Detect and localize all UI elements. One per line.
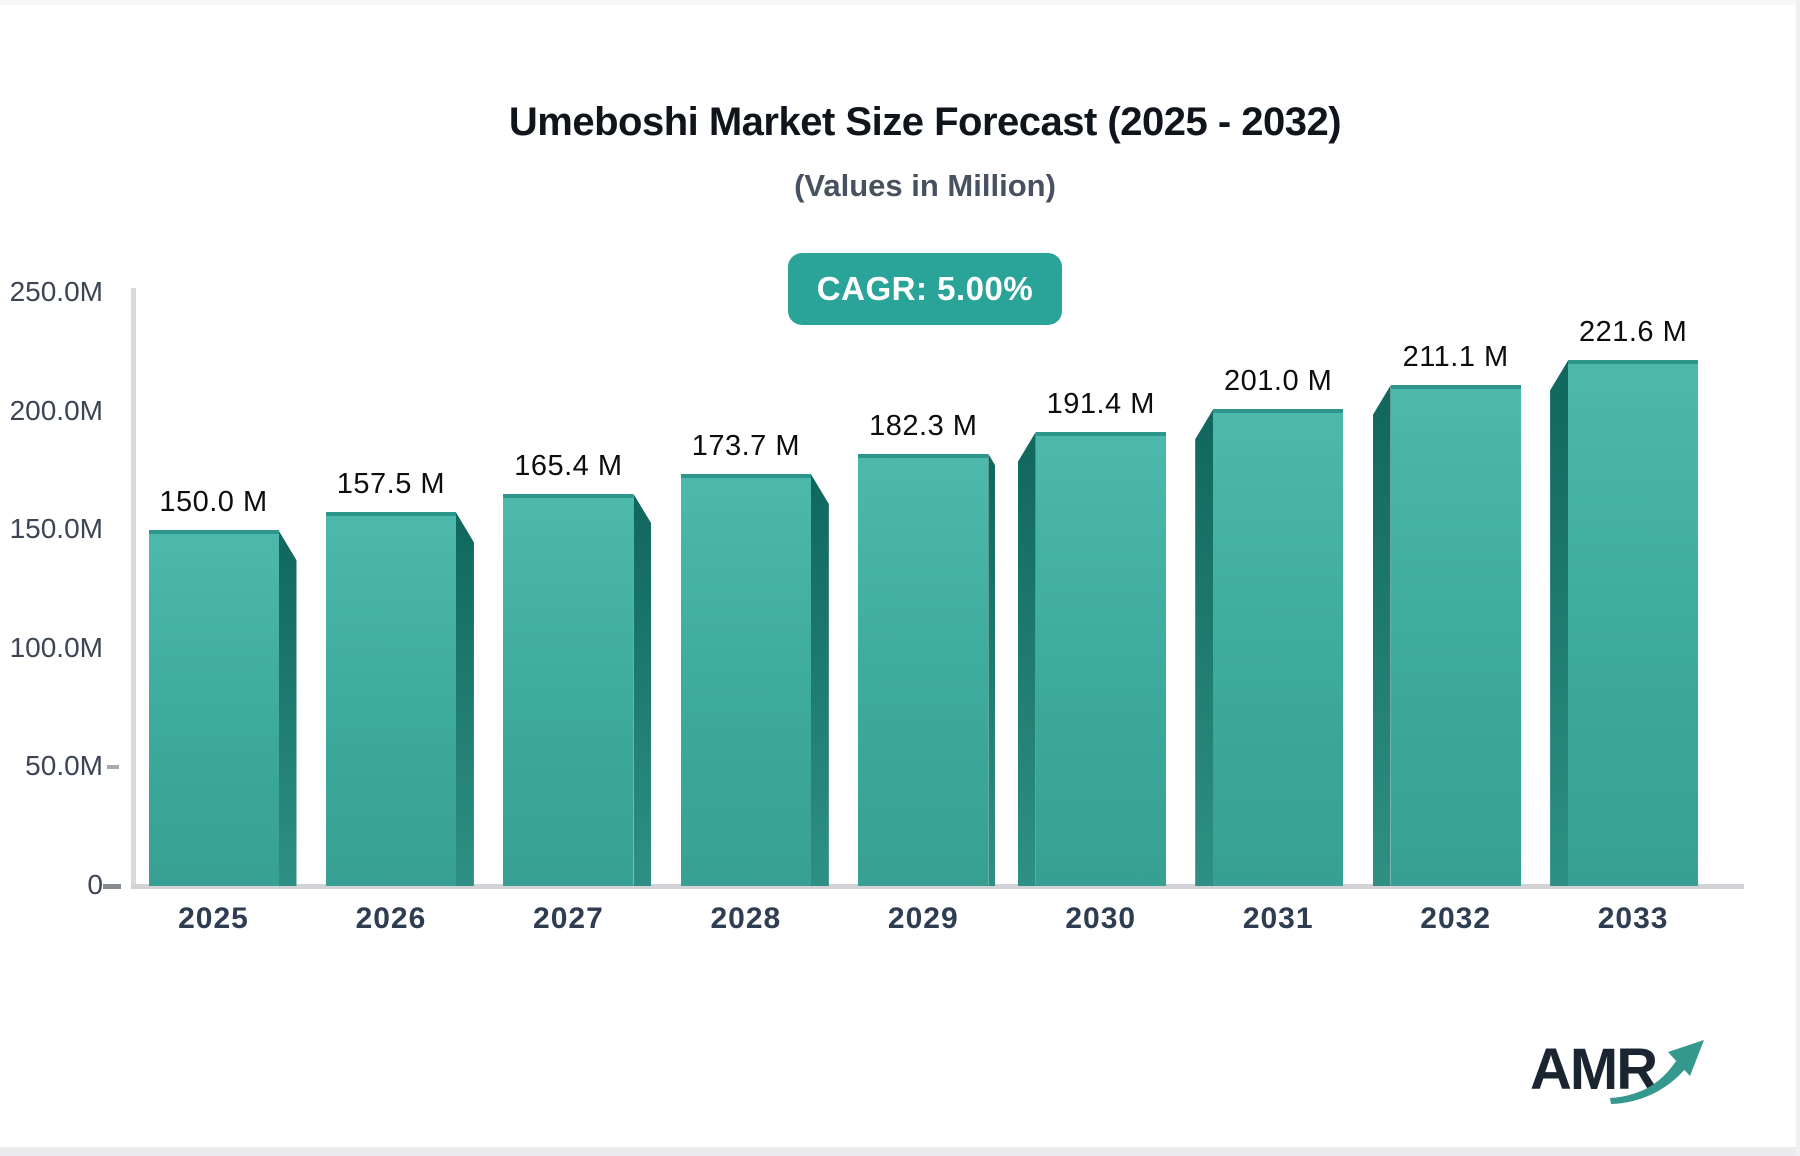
- bar-value-label: 150.0 M: [159, 486, 268, 519]
- bar-side-face: [1195, 409, 1214, 886]
- bar-side-face: [1550, 360, 1569, 886]
- bottom-edge-strip: [0, 1147, 1800, 1156]
- y-axis-label: 250.0M: [9, 276, 103, 307]
- bar-side-face: [455, 512, 474, 886]
- chart-subtitle: (Values in Million): [794, 168, 1056, 203]
- bar-2033[interactable]: [1568, 360, 1699, 886]
- bar-side-face: [1017, 431, 1036, 886]
- bar-side-face: [810, 473, 829, 886]
- y-axis-label: 200.0M: [9, 394, 103, 426]
- right-edge-strip: [1796, 0, 1800, 1156]
- cagr-badge: CAGR: 5.00%: [788, 253, 1062, 325]
- bar-side-face: [1372, 385, 1391, 886]
- bar-value-label: 221.6 M: [1578, 316, 1688, 349]
- bar-2032[interactable]: [1390, 385, 1521, 886]
- top-edge-strip: [0, 0, 1800, 5]
- bar-value-label: 191.4 M: [1046, 387, 1155, 420]
- logo-text: AMR: [1530, 1037, 1658, 1102]
- x-axis-label: 2029: [887, 902, 959, 935]
- bar-side-face: [988, 453, 996, 886]
- bar-2025[interactable]: [148, 530, 279, 886]
- bar-side-face: [633, 493, 652, 886]
- bar-value-label: 182.3 M: [869, 409, 978, 442]
- y-axis-label: 50.0M: [25, 750, 103, 782]
- y-axis-tick: [107, 765, 119, 770]
- bar-value-label: 173.7 M: [691, 429, 800, 462]
- x-axis-label: 2032: [1420, 902, 1492, 935]
- x-axis-label: 2033: [1597, 902, 1669, 935]
- bar-2029[interactable]: [858, 453, 989, 886]
- bar-value-label: 201.0 M: [1224, 365, 1333, 398]
- x-axis-label: 2026: [355, 902, 427, 935]
- bar-2028[interactable]: [680, 473, 811, 886]
- logo-arrow-icon: [1610, 1040, 1704, 1104]
- bar-value-label: 165.4 M: [514, 449, 623, 482]
- x-axis-label: 2028: [710, 902, 782, 935]
- bar-2031[interactable]: [1213, 409, 1344, 886]
- bar-side-face: [278, 530, 297, 886]
- bar-value-label: 211.1 M: [1402, 341, 1509, 374]
- x-axis-label: 2031: [1242, 902, 1314, 935]
- y-axis-label: 150.0M: [9, 513, 103, 545]
- y-axis-tick: [103, 883, 121, 889]
- y-axis-line: [131, 288, 136, 889]
- x-axis-label: 2025: [178, 902, 249, 935]
- bar-2030[interactable]: [1035, 431, 1166, 886]
- bar-2026[interactable]: [325, 512, 456, 886]
- x-axis-label: 2027: [533, 902, 604, 935]
- y-axis-label: 100.0M: [9, 631, 103, 663]
- x-axis-label: 2030: [1065, 902, 1137, 935]
- y-axis-label: 0: [87, 869, 103, 900]
- chart-title: Umeboshi Market Size Forecast (2025 - 20…: [508, 100, 1342, 144]
- bar-value-label: 157.5 M: [336, 468, 446, 501]
- bar-2027[interactable]: [503, 493, 634, 886]
- x-axis-line: [131, 884, 1744, 889]
